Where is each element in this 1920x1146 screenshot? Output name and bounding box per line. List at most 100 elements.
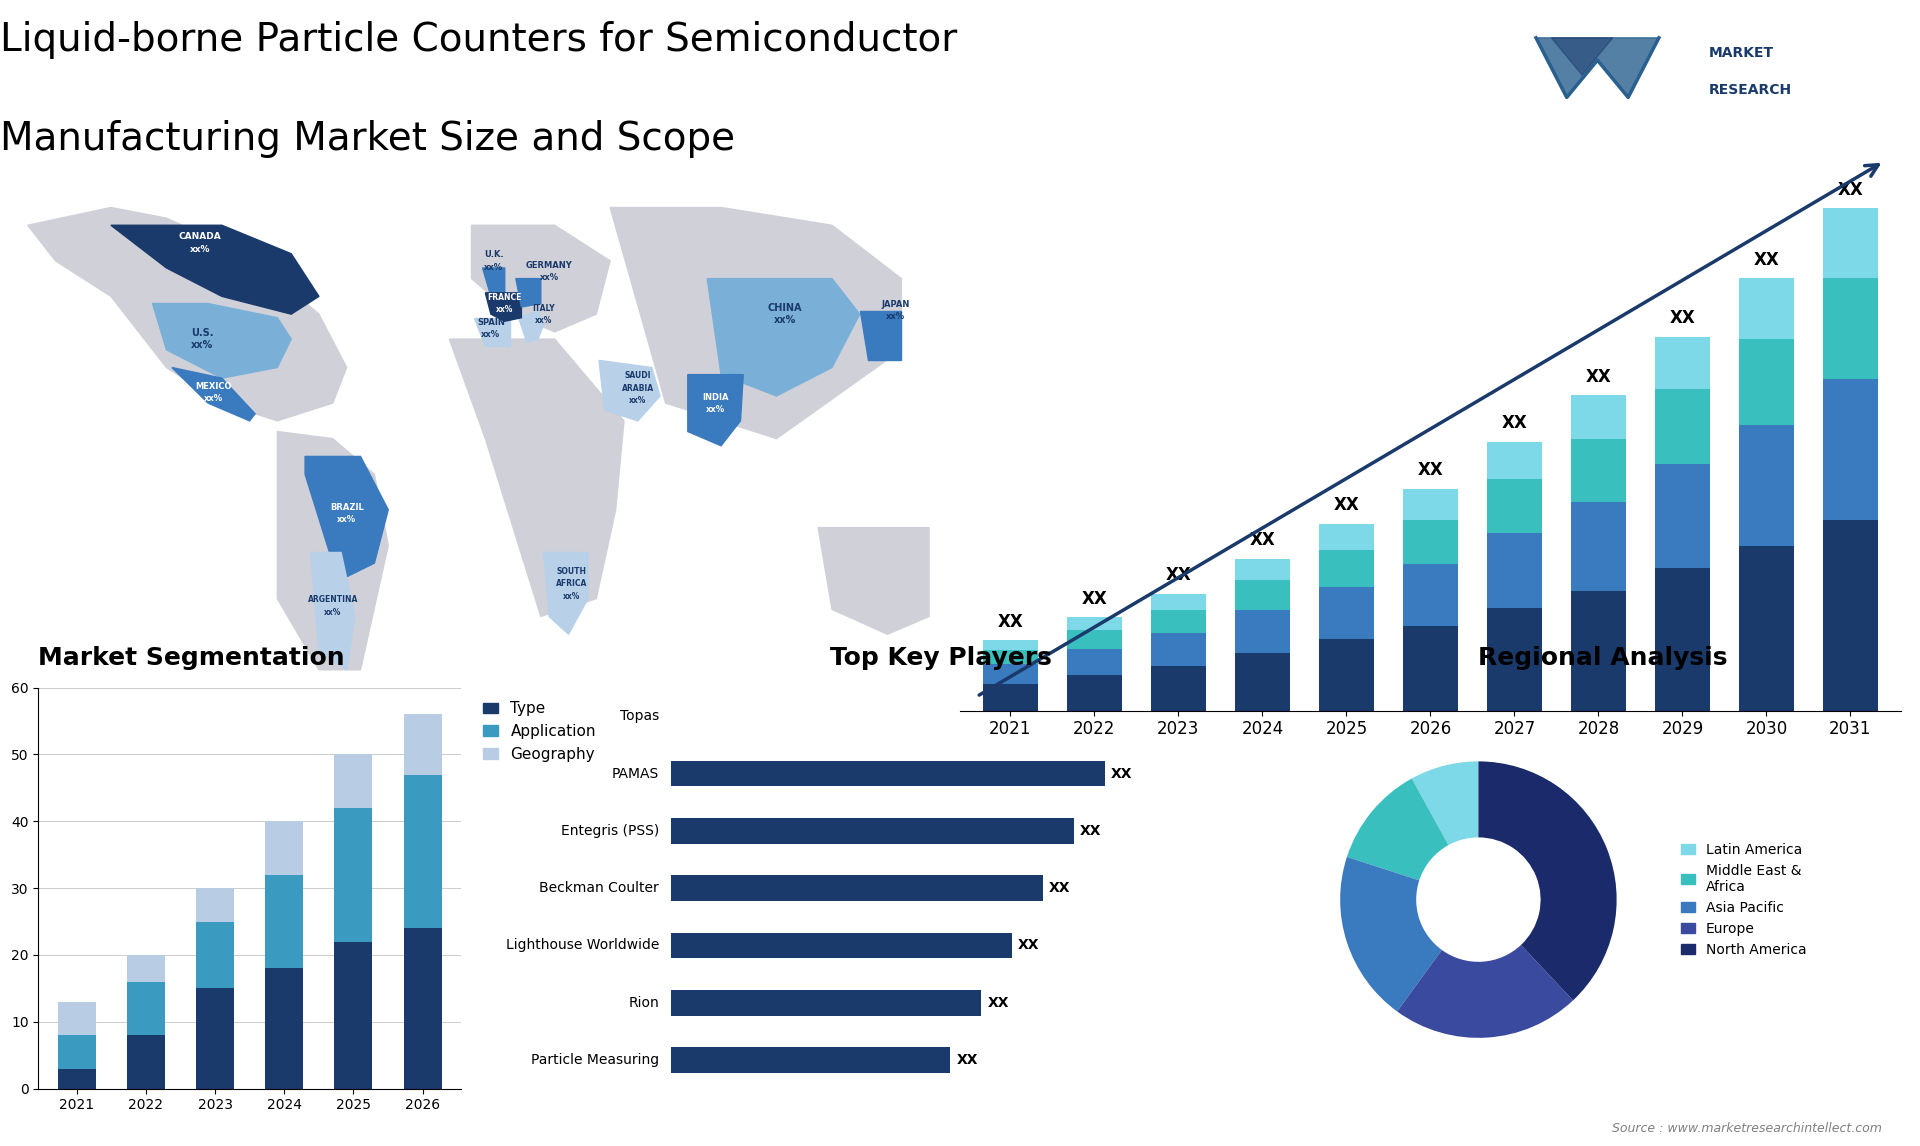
Text: INTELLECT: INTELLECT xyxy=(1709,120,1791,134)
Text: XX: XX xyxy=(1250,532,1275,549)
Text: xx%: xx% xyxy=(190,245,209,254)
Text: XX: XX xyxy=(1018,939,1041,952)
Text: ITALY: ITALY xyxy=(532,304,555,313)
Bar xyxy=(1488,479,1542,533)
Bar xyxy=(1319,639,1373,711)
Bar xyxy=(983,641,1037,650)
Bar xyxy=(1235,580,1290,611)
Bar xyxy=(983,684,1037,711)
Bar xyxy=(127,955,165,982)
Bar xyxy=(1824,278,1878,379)
Wedge shape xyxy=(1411,761,1478,845)
Bar xyxy=(1571,439,1626,502)
Bar xyxy=(127,982,165,1035)
Bar xyxy=(265,874,303,968)
Text: BRAZIL: BRAZIL xyxy=(330,503,363,512)
Bar xyxy=(58,1068,96,1089)
Text: xx%: xx% xyxy=(482,330,501,339)
Bar xyxy=(403,714,442,775)
Bar xyxy=(1740,425,1793,547)
Text: xx%: xx% xyxy=(707,405,726,414)
Bar xyxy=(58,1035,96,1068)
Text: XX: XX xyxy=(1048,881,1071,895)
Bar xyxy=(1824,209,1878,278)
Bar xyxy=(1655,464,1709,568)
Polygon shape xyxy=(860,311,900,360)
Text: XX: XX xyxy=(1081,590,1108,607)
Wedge shape xyxy=(1478,761,1617,1000)
Text: ARGENTINA: ARGENTINA xyxy=(307,595,357,604)
Text: XX: XX xyxy=(1837,181,1862,198)
Bar xyxy=(1404,519,1457,564)
Bar xyxy=(127,1035,165,1089)
Polygon shape xyxy=(482,268,505,297)
Text: U.K.: U.K. xyxy=(484,250,503,259)
Text: MEXICO: MEXICO xyxy=(196,382,232,391)
Text: SOUTH: SOUTH xyxy=(557,567,586,575)
Text: FRANCE: FRANCE xyxy=(488,293,522,301)
Bar xyxy=(1655,568,1709,711)
Text: Particle Measuring: Particle Measuring xyxy=(530,1053,659,1067)
Bar xyxy=(1235,653,1290,711)
Text: JAPAN: JAPAN xyxy=(881,300,910,309)
Text: XX: XX xyxy=(998,613,1023,631)
Bar xyxy=(1404,488,1457,519)
Text: XX: XX xyxy=(1081,824,1102,838)
Polygon shape xyxy=(486,293,522,321)
Bar xyxy=(1488,533,1542,609)
Text: xx%: xx% xyxy=(563,591,580,601)
Bar xyxy=(983,650,1037,665)
Text: Top Key Players: Top Key Players xyxy=(829,646,1052,670)
Bar xyxy=(196,888,234,921)
Bar xyxy=(1319,524,1373,550)
Bar xyxy=(1152,610,1206,634)
Polygon shape xyxy=(516,278,541,307)
Bar xyxy=(1655,388,1709,464)
Text: xx%: xx% xyxy=(630,397,647,405)
Text: Market Segmentation: Market Segmentation xyxy=(38,646,346,670)
Bar xyxy=(1824,379,1878,519)
Text: Entegris (PSS): Entegris (PSS) xyxy=(561,824,659,838)
Text: SPAIN: SPAIN xyxy=(476,317,505,327)
Text: U.S.: U.S. xyxy=(192,328,213,338)
Bar xyxy=(1571,502,1626,590)
Text: AFRICA: AFRICA xyxy=(555,579,588,588)
Text: SAUDI: SAUDI xyxy=(624,371,651,380)
Bar xyxy=(196,988,234,1089)
Bar xyxy=(672,761,1104,786)
Text: MARKET: MARKET xyxy=(1709,46,1774,60)
Bar xyxy=(983,665,1037,684)
Bar xyxy=(1068,630,1121,649)
Polygon shape xyxy=(449,339,624,617)
Bar xyxy=(334,808,372,942)
Text: INDIA: INDIA xyxy=(703,393,730,401)
Polygon shape xyxy=(599,360,660,421)
Bar xyxy=(1068,617,1121,630)
Text: XX: XX xyxy=(1334,496,1359,515)
Bar xyxy=(196,921,234,988)
Text: xx%: xx% xyxy=(536,316,553,325)
Text: Rion: Rion xyxy=(628,996,659,1010)
Text: Lighthouse Worldwide: Lighthouse Worldwide xyxy=(505,939,659,952)
Wedge shape xyxy=(1340,857,1442,1012)
Text: XX: XX xyxy=(1670,309,1695,328)
Bar xyxy=(334,942,372,1089)
Bar xyxy=(265,968,303,1089)
Polygon shape xyxy=(27,207,348,421)
Polygon shape xyxy=(1551,38,1613,76)
Bar xyxy=(334,754,372,808)
Text: Regional Analysis: Regional Analysis xyxy=(1478,646,1728,670)
Bar xyxy=(672,1047,950,1073)
Bar xyxy=(1571,590,1626,711)
Polygon shape xyxy=(111,226,319,314)
Polygon shape xyxy=(518,311,543,343)
Text: xx%: xx% xyxy=(324,607,342,617)
Text: xx%: xx% xyxy=(540,274,559,282)
Text: Source : www.marketresearchintellect.com: Source : www.marketresearchintellect.com xyxy=(1611,1122,1882,1135)
Text: XX: XX xyxy=(1417,461,1444,479)
Bar xyxy=(672,876,1043,901)
Text: xx%: xx% xyxy=(495,305,513,314)
Polygon shape xyxy=(818,527,929,634)
Bar xyxy=(1152,666,1206,711)
Bar xyxy=(672,818,1073,843)
